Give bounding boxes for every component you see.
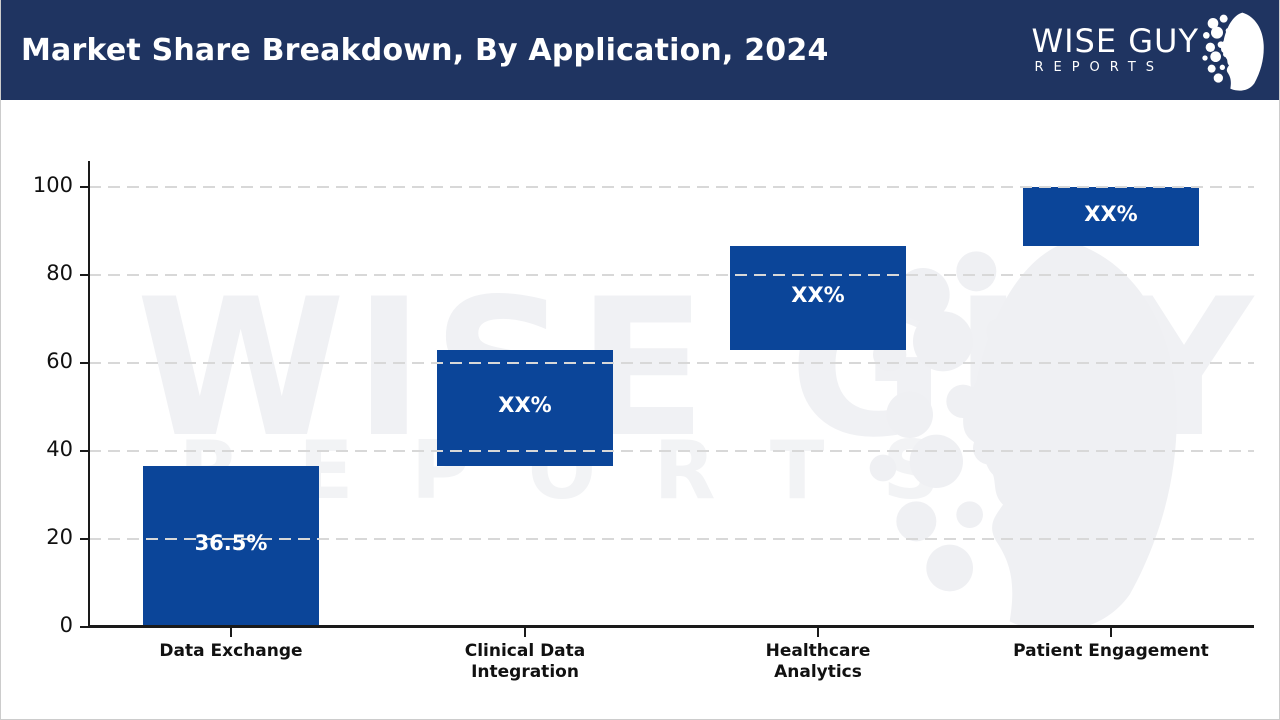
logo-head-icon bbox=[1202, 12, 1264, 91]
category-label-clinical-data-integration: Clinical Data Integration bbox=[464, 640, 586, 682]
y-tick-mark bbox=[80, 449, 89, 452]
y-tick-mark bbox=[80, 361, 89, 364]
logo-tagline: REPORTS bbox=[1034, 59, 1165, 75]
x-tick-mark bbox=[817, 628, 819, 637]
x-tick-mark bbox=[1110, 628, 1112, 637]
bar-value-label-patient-engagement: XX% bbox=[1084, 201, 1138, 226]
bar-data-exchange bbox=[143, 466, 319, 627]
bar-healthcare-analytics bbox=[730, 246, 906, 350]
bar-patient-engagement bbox=[1023, 187, 1199, 247]
gridline-20 bbox=[89, 537, 1254, 540]
y-tick-label: 100 bbox=[32, 173, 73, 198]
y-tick-label: 60 bbox=[46, 348, 73, 373]
bar-value-label-clinical-data-integration: XX% bbox=[498, 392, 552, 417]
y-tick-mark bbox=[80, 625, 89, 628]
header-bar: Market Share Breakdown, By Application, … bbox=[1, 0, 1279, 100]
y-tick-mark bbox=[80, 273, 89, 276]
y-tick-mark bbox=[80, 186, 89, 189]
category-label-healthcare-analytics: Healthcare Analytics bbox=[765, 640, 871, 682]
category-label-patient-engagement: Patient Engagement bbox=[1013, 640, 1209, 661]
y-tick-label: 80 bbox=[46, 260, 73, 285]
wise-guy-reports-logo: WISE GUY REPORTS bbox=[1031, 8, 1265, 92]
gridline-100 bbox=[89, 186, 1254, 189]
bar-value-label-data-exchange: 36.5% bbox=[194, 531, 268, 556]
page-title: Market Share Breakdown, By Application, … bbox=[21, 32, 829, 68]
watermark-head-icon bbox=[869, 241, 1177, 628]
gridline-60 bbox=[89, 361, 1254, 364]
logo-wordmark: WISE GUY bbox=[1031, 22, 1199, 61]
y-tick-label: 20 bbox=[46, 524, 73, 549]
y-tick-label: 40 bbox=[46, 436, 73, 461]
gridline-40 bbox=[89, 449, 1254, 452]
y-axis-spine bbox=[88, 161, 90, 627]
x-tick-mark bbox=[524, 628, 526, 637]
x-tick-mark bbox=[230, 628, 232, 637]
y-tick-label: 0 bbox=[59, 612, 73, 637]
bar-clinical-data-integration bbox=[437, 349, 613, 467]
x-axis-spine bbox=[88, 625, 1254, 628]
bar-value-label-healthcare-analytics: XX% bbox=[791, 283, 845, 308]
gridline-80 bbox=[89, 273, 1254, 276]
y-tick-mark bbox=[80, 537, 89, 540]
category-label-data-exchange: Data Exchange bbox=[159, 640, 303, 661]
